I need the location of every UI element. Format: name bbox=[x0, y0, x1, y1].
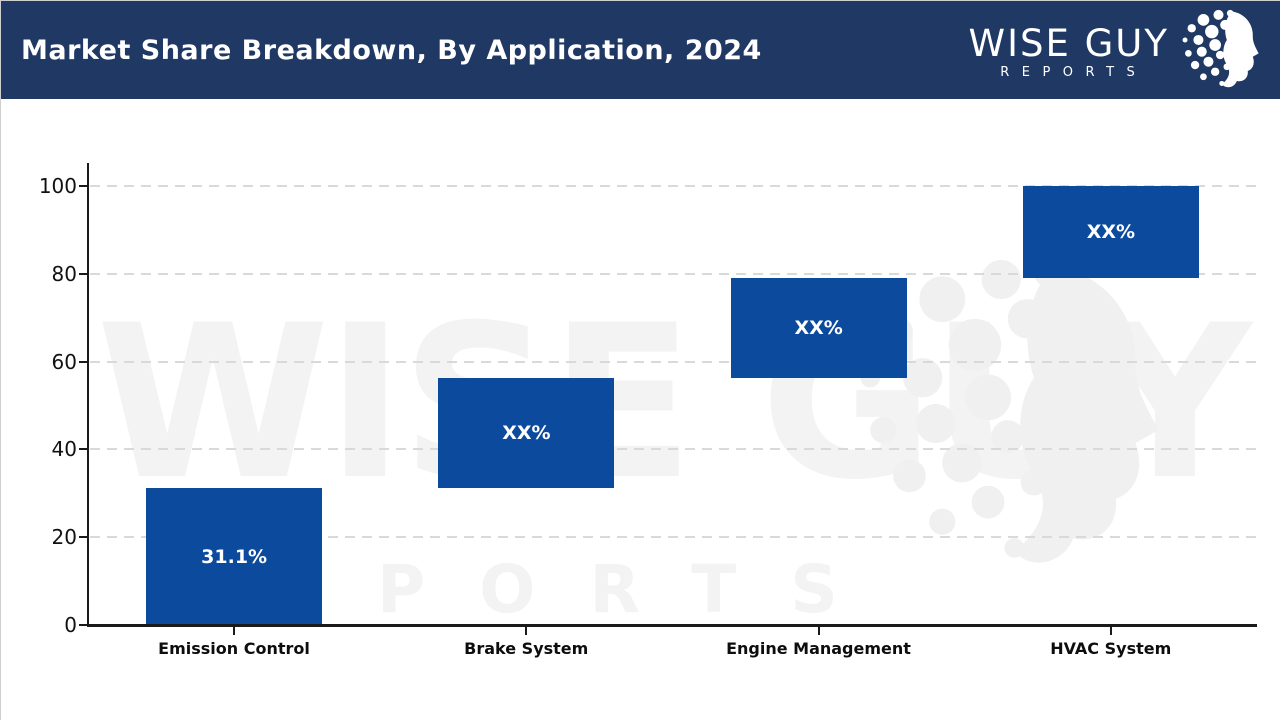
y-tick-mark-60 bbox=[79, 360, 88, 363]
bar-value-label-2: XX% bbox=[794, 317, 843, 339]
brand-name: WISE GUY bbox=[968, 21, 1169, 65]
gridline-80 bbox=[90, 272, 1257, 275]
x-axis-line bbox=[87, 624, 1257, 627]
x-category-label-1: Brake System bbox=[464, 639, 589, 658]
gridline-20 bbox=[90, 536, 1257, 539]
y-tick-label-20: 20 bbox=[51, 525, 77, 550]
y-tick-mark-0 bbox=[79, 624, 88, 626]
bar-3: XX% bbox=[1022, 186, 1199, 279]
bar-value-label-3: XX% bbox=[1086, 221, 1136, 244]
chart-area: WISE GUY REPORTS 0 20 40 60 80 100 Emission Co… bbox=[1, 99, 1280, 720]
bar-value-label-0: 31.1% bbox=[201, 545, 268, 568]
gridline-40 bbox=[90, 448, 1257, 451]
y-tick-mark-40 bbox=[79, 448, 88, 451]
brand-logo: WISE GUY REPORTS bbox=[969, 6, 1267, 94]
x-category-label-3: HVAC System bbox=[1050, 639, 1172, 658]
y-axis-line bbox=[87, 163, 89, 627]
y-tick-mark-20 bbox=[79, 536, 88, 539]
y-tick-label-80: 80 bbox=[51, 261, 77, 286]
y-tick-mark-80 bbox=[79, 272, 88, 275]
y-tick-label-100: 100 bbox=[38, 174, 77, 198]
x-category-label-2: Engine Management bbox=[726, 639, 911, 658]
y-tick-label-40: 40 bbox=[51, 437, 77, 462]
x-tick-mark-1 bbox=[525, 627, 528, 635]
header-bar: Market Share Breakdown, By Application, … bbox=[1, 1, 1280, 99]
y-tick-label-60: 60 bbox=[51, 349, 77, 374]
y-tick-label-0: 0 bbox=[64, 613, 77, 637]
x-tick-mark-2 bbox=[817, 627, 820, 635]
x-tick-mark-0 bbox=[233, 627, 236, 635]
x-tick-mark-3 bbox=[1109, 627, 1112, 635]
brand-subtitle: REPORTS bbox=[1000, 64, 1148, 80]
x-category-label-0: Emission Control bbox=[158, 639, 310, 658]
y-tick-mark-100 bbox=[79, 185, 88, 187]
bar-2: XX% bbox=[730, 278, 907, 378]
bar-1: XX% bbox=[438, 377, 615, 489]
gridline-100 bbox=[90, 185, 1257, 187]
brand-head-icon bbox=[1182, 9, 1259, 88]
bar-value-label-1: XX% bbox=[502, 422, 551, 445]
gridline-60 bbox=[90, 360, 1257, 363]
chart-title: Market Share Breakdown, By Application, … bbox=[21, 34, 762, 66]
bar-0: 31.1% bbox=[146, 488, 323, 625]
brand-logo-text: WISE GUY REPORTS bbox=[969, 25, 1169, 80]
watermark-head-icon bbox=[860, 259, 1159, 563]
